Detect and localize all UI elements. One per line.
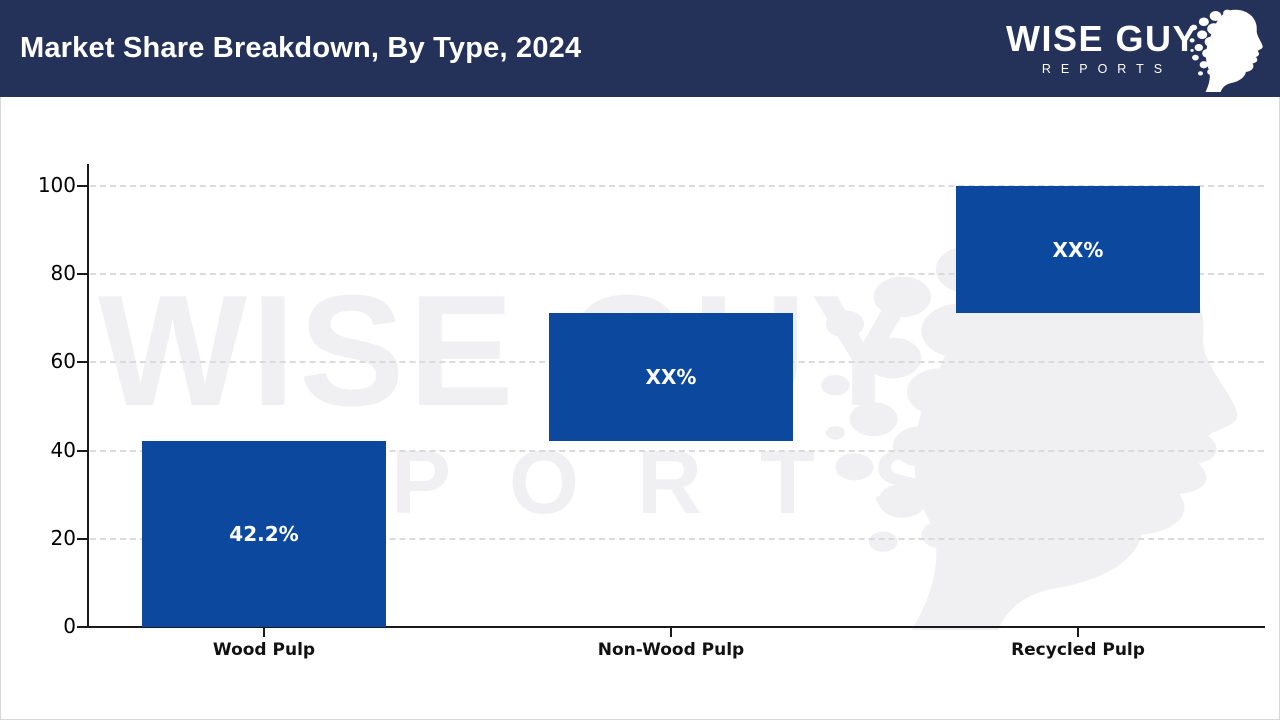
logo-name: WISE GUY xyxy=(1005,18,1198,59)
gridline xyxy=(90,449,1264,452)
gridline xyxy=(90,537,1264,540)
y-tick-mark xyxy=(77,626,87,628)
y-tick-label: 100 xyxy=(37,173,76,197)
bar-value-label: XX% xyxy=(645,364,697,389)
y-tick-mark xyxy=(77,185,87,187)
y-tick-label: 80 xyxy=(50,261,76,286)
x-axis-label: Non-Wood Pulp xyxy=(597,640,745,660)
x-tick-mark xyxy=(263,628,265,637)
bar: XX% xyxy=(956,186,1200,313)
logo-face-icon xyxy=(1189,9,1263,92)
y-axis-line xyxy=(87,164,89,628)
logo-text-block: WISE GUY REPORTS xyxy=(1005,18,1198,77)
y-tick-mark xyxy=(77,361,87,364)
bar-value-label: XX% xyxy=(1052,237,1104,262)
bar-value-label: 42.2% xyxy=(229,521,299,546)
x-axis-label: Recycled Pulp xyxy=(1011,640,1145,660)
bar: XX% xyxy=(549,313,793,441)
logo-reports-label: REPORTS xyxy=(1041,62,1173,76)
y-tick-label: 20 xyxy=(50,525,76,550)
y-tick-mark xyxy=(77,537,87,540)
x-axis-label: Wood Pulp xyxy=(212,640,316,660)
x-axis-line xyxy=(87,626,1265,628)
wiseguy-logo: WISE GUY REPORTS xyxy=(1006,6,1266,92)
y-tick-label: 0 xyxy=(63,614,76,638)
y-tick-label: 60 xyxy=(50,349,76,374)
y-tick-label: 40 xyxy=(50,437,76,462)
page-title: Market Share Breakdown, By Type, 2024 xyxy=(20,32,582,64)
gridline xyxy=(90,185,1264,187)
y-tick-mark xyxy=(77,273,87,276)
x-tick-mark xyxy=(1077,628,1079,637)
gridline xyxy=(90,273,1264,276)
bar: 42.2% xyxy=(142,440,386,627)
y-tick-mark xyxy=(77,449,87,452)
x-tick-mark xyxy=(670,628,672,637)
header-bar: Market Share Breakdown, By Type, 2024 WI… xyxy=(0,0,1280,97)
